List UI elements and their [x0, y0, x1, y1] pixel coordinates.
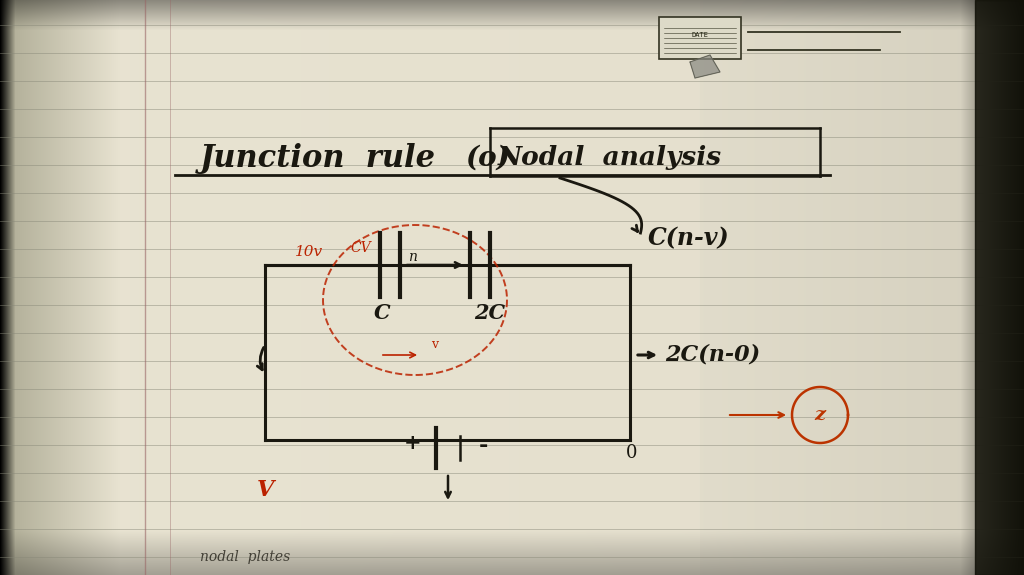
Text: C: C	[374, 303, 390, 323]
Text: 2C: 2C	[474, 303, 506, 323]
Text: +: +	[404, 433, 422, 453]
Text: n: n	[408, 250, 417, 264]
Text: z: z	[814, 406, 825, 424]
Text: Junction  rule: Junction rule	[200, 143, 458, 174]
Text: V: V	[256, 479, 273, 501]
Text: CV: CV	[350, 241, 371, 255]
Text: 10v: 10v	[295, 245, 324, 259]
Text: DATE: DATE	[691, 32, 709, 38]
Text: -: -	[478, 436, 487, 456]
Text: 2C(n-0): 2C(n-0)	[665, 344, 760, 366]
Text: C(n-v): C(n-v)	[648, 226, 730, 250]
Text: v: v	[431, 339, 438, 351]
Text: (o): (o)	[465, 144, 510, 171]
Text: Nodal  analysis: Nodal analysis	[498, 144, 722, 170]
FancyBboxPatch shape	[659, 17, 741, 59]
Text: nodal  plates: nodal plates	[200, 550, 290, 564]
Text: 0: 0	[627, 444, 638, 462]
Polygon shape	[690, 55, 720, 78]
